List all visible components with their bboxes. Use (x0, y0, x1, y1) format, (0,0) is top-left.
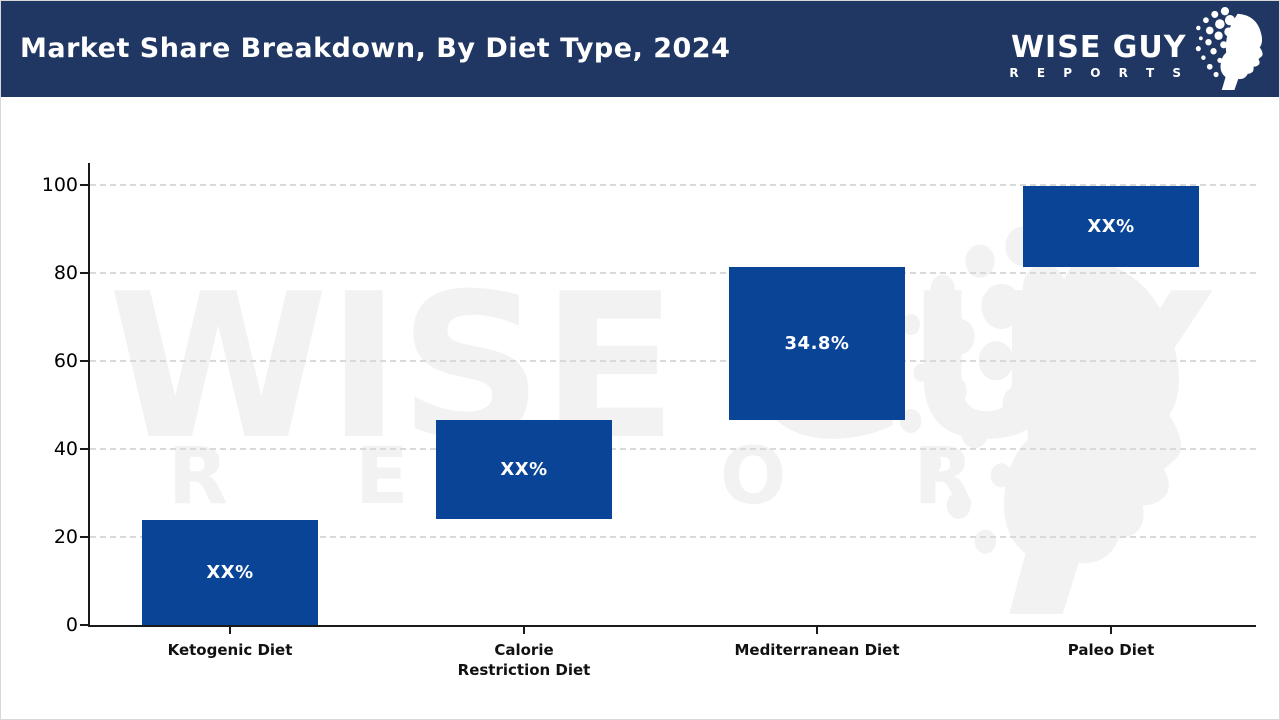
x-tick-mark-paleo-diet (1110, 626, 1112, 634)
y-tick-label-0: 0 (65, 614, 78, 636)
x-axis-label-paleo-diet: Paleo Diet (1067, 641, 1155, 659)
y-tick-label-100: 100 (41, 174, 78, 196)
watermark-head-icon (900, 226, 1182, 614)
gridline-100 (90, 184, 1256, 186)
gridline-80 (90, 272, 1256, 274)
bar-value-label: XX% (206, 561, 254, 583)
y-axis-line (88, 163, 90, 627)
bar-ketogenic-diet: XX% (142, 519, 318, 625)
y-tick-label-60: 60 (53, 350, 78, 372)
brand-logo-text: WISE GUY R E P O R T S (1009, 31, 1188, 80)
bar-value-label: 34.8% (784, 332, 850, 354)
dotted-head-icon (1195, 6, 1263, 90)
page-title: Market Share Breakdown, By Diet Type, 20… (20, 33, 731, 64)
bar-value-label: XX% (500, 458, 548, 480)
x-tick-mark-ketogenic-diet (229, 626, 231, 634)
x-tick-mark-mediterranean-diet (816, 626, 818, 634)
y-tick-mark-0 (80, 624, 88, 626)
bar-paleo-diet: XX% (1023, 185, 1199, 267)
bar-value-label: XX% (1087, 215, 1135, 237)
y-tick-mark-100 (80, 184, 88, 186)
gridline-60 (90, 360, 1256, 362)
y-tick-label-80: 80 (53, 262, 78, 284)
x-axis-label-calorie-restriction-diet: Calorie Restriction Diet (457, 641, 591, 680)
x-axis-line (88, 625, 1256, 627)
bar-calorie-restriction-diet: XX% (436, 419, 612, 519)
y-tick-mark-40 (80, 448, 88, 450)
y-tick-mark-80 (80, 272, 88, 274)
x-axis-label-ketogenic-diet: Ketogenic Diet (167, 641, 293, 659)
y-tick-label-20: 20 (53, 526, 78, 548)
brand-subtitle: R E P O R T S (1009, 65, 1188, 80)
y-tick-label-40: 40 (53, 438, 78, 460)
brand-name: WISE GUY (1010, 29, 1187, 65)
x-tick-mark-calorie-restriction-diet (523, 626, 525, 634)
header-bar: Market Share Breakdown, By Diet Type, 20… (0, 0, 1280, 97)
gridline-40 (90, 448, 1256, 450)
brand-logo: WISE GUY R E P O R T S (1009, 6, 1268, 90)
x-axis-label-mediterranean-diet: Mediterranean Diet (734, 641, 900, 659)
bar-mediterranean-diet: 34.8% (729, 266, 905, 420)
y-tick-mark-60 (80, 360, 88, 362)
gridline-20 (90, 536, 1256, 538)
y-tick-mark-20 (80, 536, 88, 538)
